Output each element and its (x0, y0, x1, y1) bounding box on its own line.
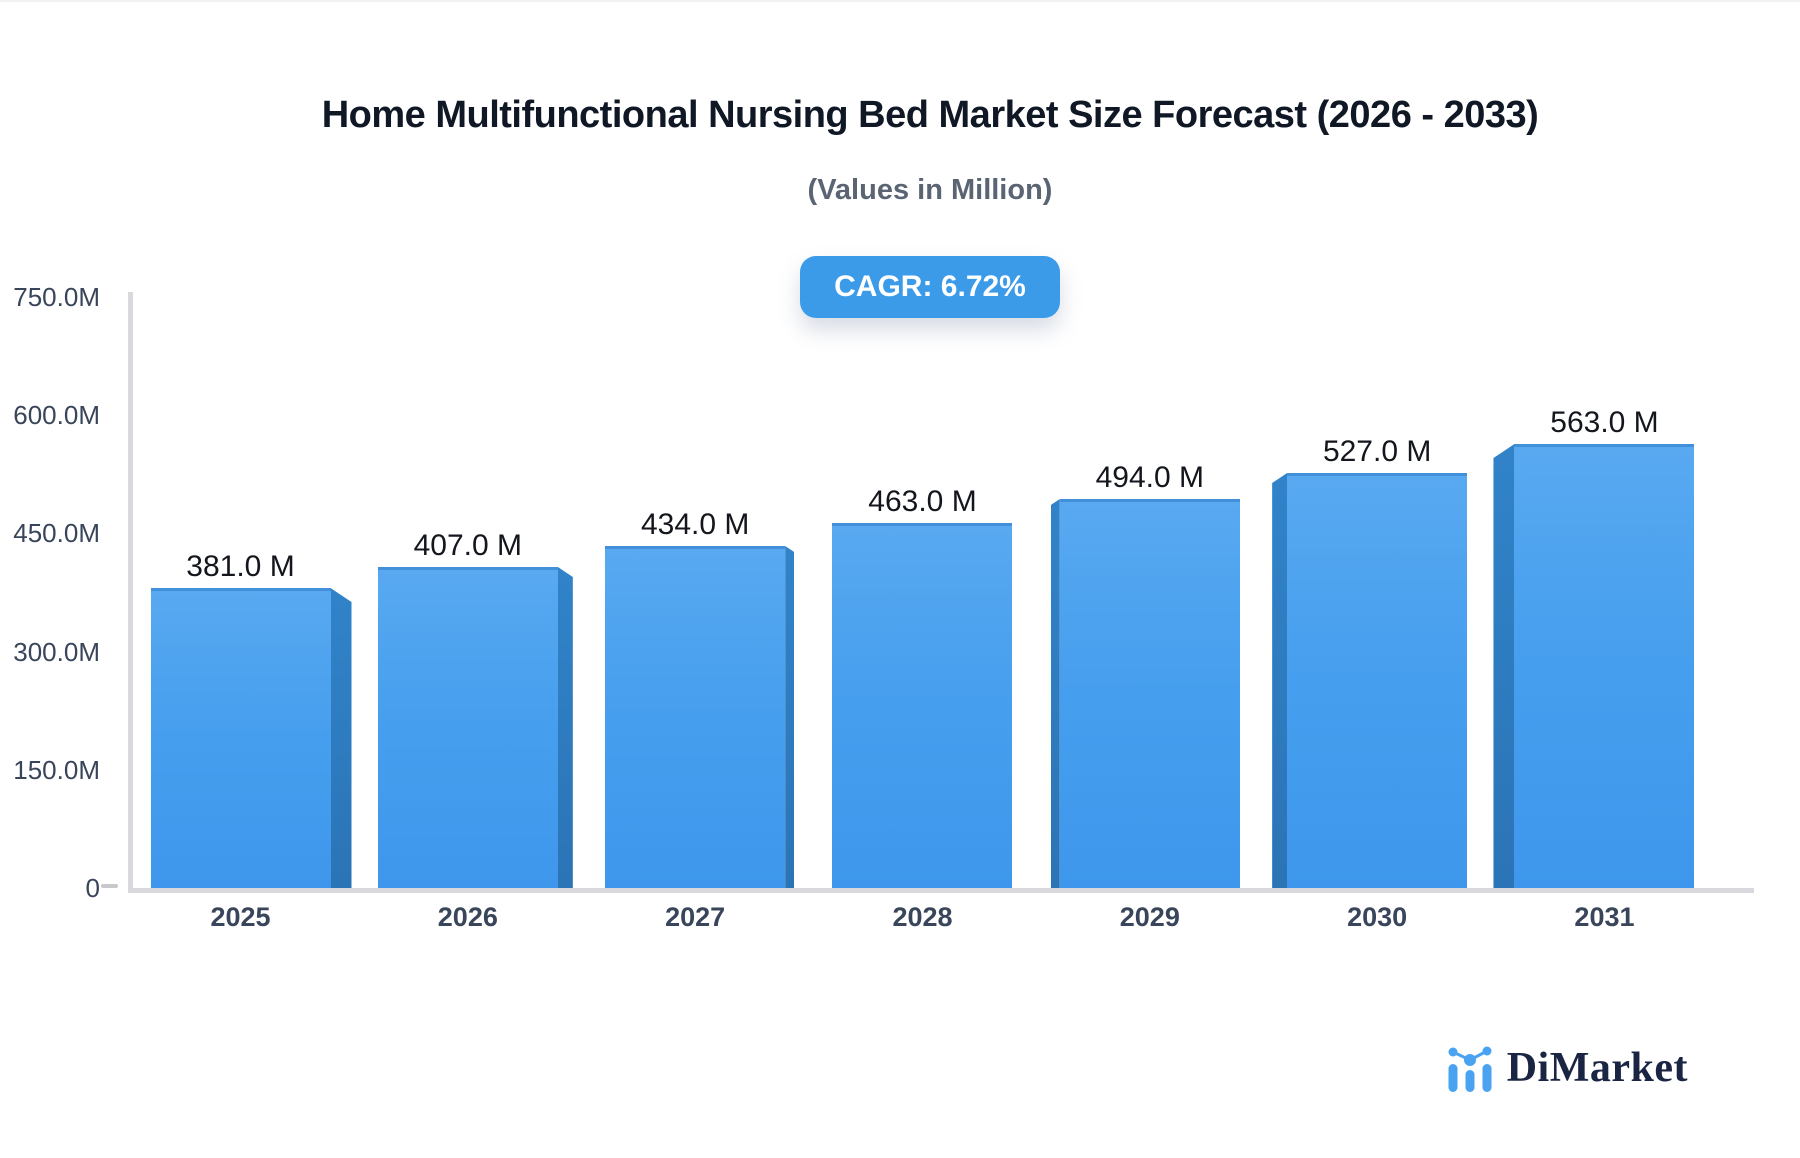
x-axis-label: 2031 (1574, 902, 1635, 932)
bar-value-label: 563.0 M (1550, 406, 1659, 439)
bar-value-label: 381.0 M (186, 550, 295, 583)
bar-2027[interactable] (605, 546, 786, 888)
brand-logo-text: DiMarket (1506, 1045, 1688, 1091)
x-axis-baseline (128, 888, 1754, 893)
bar-side-face (330, 588, 352, 888)
y-axis-label: 600.0M (13, 400, 100, 431)
cagr-badge-row: CAGR: 6.72% (60, 256, 1800, 318)
bar-value-label: 434.0 M (640, 508, 750, 541)
chart-title: Home Multifunctional Nursing Bed Market … (321, 94, 1539, 136)
mini-bar-chart-icon (1448, 1046, 1492, 1092)
bar-side-face (785, 546, 795, 888)
y-axis-label: 450.0M (13, 518, 100, 549)
x-axis-label: 2027 (665, 902, 726, 932)
bar-2031[interactable] (1514, 444, 1695, 888)
y-axis-label: 0 (85, 873, 100, 903)
bar-2025[interactable] (150, 588, 331, 888)
bar-value-label: 527.0 M (1322, 435, 1432, 468)
x-axis-label: 2026 (437, 902, 498, 932)
bar-2030[interactable] (1287, 473, 1468, 888)
zero-tick-dash (101, 884, 118, 888)
chart-subtitle: (Values in Million) (807, 174, 1053, 206)
bar-value-label: 463.0 M (868, 485, 977, 518)
bar-value-label: 494.0 M (1095, 461, 1205, 494)
y-axis-label: 300.0M (13, 636, 100, 667)
x-axis-label: 2030 (1347, 902, 1408, 932)
bar-side-face (1493, 444, 1515, 888)
cagr-badge: CAGR: 6.72% (800, 256, 1060, 318)
bar-2026[interactable] (377, 567, 558, 888)
y-axis-line (128, 292, 133, 893)
bar-side-face (1050, 499, 1060, 888)
bar-side-face (1272, 473, 1288, 888)
bar-2029[interactable] (1059, 499, 1240, 888)
x-axis-label: 2025 (210, 902, 271, 932)
brand-logo: DiMarket (1446, 1044, 1688, 1092)
y-axis-label: 750.0M (13, 282, 100, 312)
bar-2028[interactable] (832, 523, 1013, 888)
bar-side-face (557, 567, 573, 888)
x-axis-label: 2029 (1119, 902, 1180, 932)
y-axis-label: 150.0M (13, 754, 100, 785)
x-axis-label: 2028 (892, 902, 953, 932)
bar-value-label: 407.0 M (413, 529, 523, 562)
